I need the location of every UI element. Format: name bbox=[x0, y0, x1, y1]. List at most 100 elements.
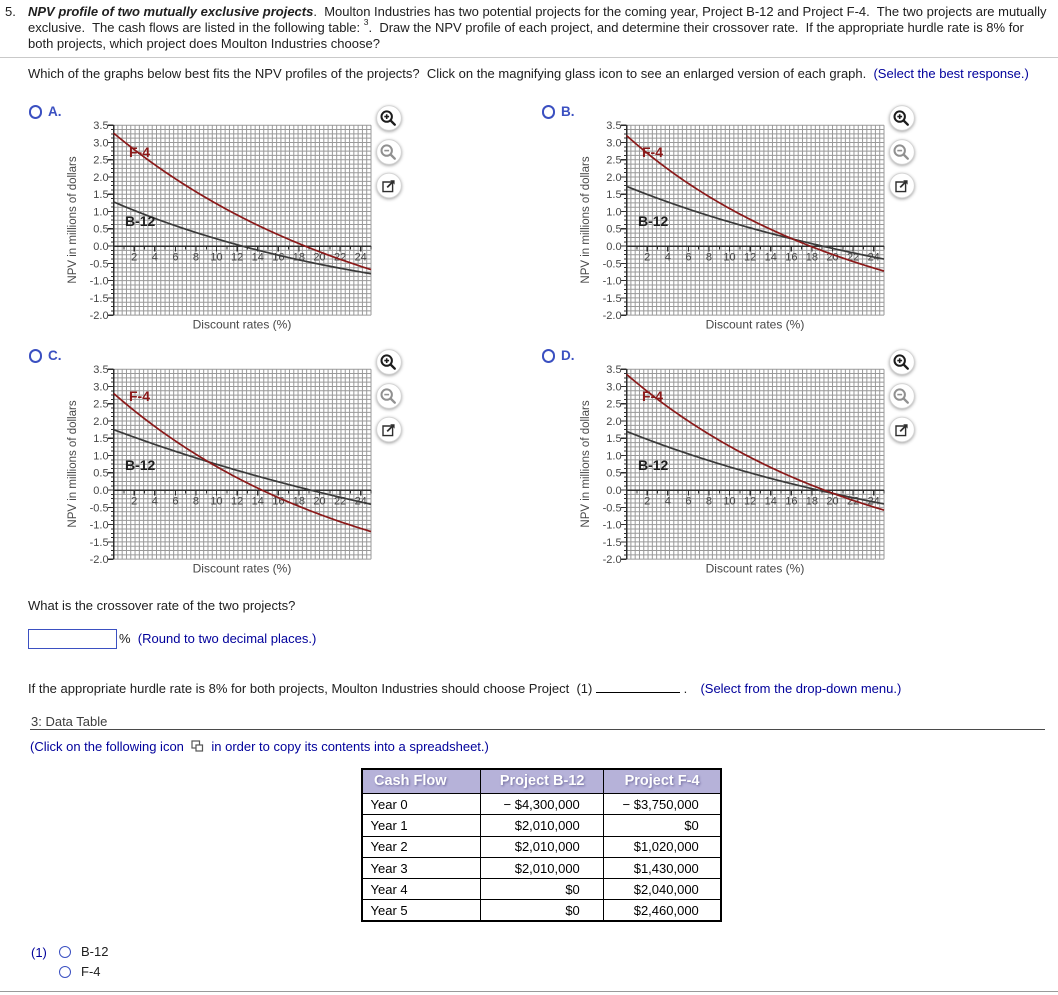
svg-text:-0.5: -0.5 bbox=[603, 258, 622, 270]
svg-text:F-4: F-4 bbox=[642, 388, 663, 404]
svg-text:1.5: 1.5 bbox=[606, 433, 621, 445]
svg-text:3.5: 3.5 bbox=[606, 120, 621, 132]
svg-text:12: 12 bbox=[744, 495, 756, 507]
svg-text:2: 2 bbox=[644, 251, 650, 263]
svg-text:1.0: 1.0 bbox=[93, 450, 108, 462]
svg-text:2.0: 2.0 bbox=[93, 172, 108, 184]
svg-text:Discount rates (%): Discount rates (%) bbox=[193, 562, 292, 576]
svg-text:Discount rates (%): Discount rates (%) bbox=[706, 562, 805, 576]
svg-text:10: 10 bbox=[723, 495, 735, 507]
svg-text:1.5: 1.5 bbox=[93, 189, 108, 201]
svg-text:-0.5: -0.5 bbox=[90, 502, 109, 514]
svg-text:Discount rates (%): Discount rates (%) bbox=[193, 318, 292, 332]
svg-text:-1.0: -1.0 bbox=[90, 520, 109, 532]
svg-text:10: 10 bbox=[210, 495, 222, 507]
svg-text:22: 22 bbox=[334, 251, 346, 263]
svg-text:18: 18 bbox=[806, 251, 818, 263]
svg-text:1.0: 1.0 bbox=[606, 450, 621, 462]
svg-text:2: 2 bbox=[131, 495, 137, 507]
svg-text:14: 14 bbox=[252, 495, 264, 507]
svg-text:Discount rates (%): Discount rates (%) bbox=[706, 318, 805, 332]
svg-text:B-12: B-12 bbox=[638, 213, 669, 229]
svg-text:14: 14 bbox=[252, 251, 264, 263]
svg-text:0.5: 0.5 bbox=[93, 468, 108, 480]
svg-text:14: 14 bbox=[765, 251, 777, 263]
svg-text:1.0: 1.0 bbox=[606, 206, 621, 218]
svg-text:6: 6 bbox=[172, 251, 178, 263]
svg-text:-2.0: -2.0 bbox=[90, 310, 109, 322]
svg-text:2: 2 bbox=[131, 251, 137, 263]
svg-text:20: 20 bbox=[826, 495, 838, 507]
svg-text:10: 10 bbox=[210, 251, 222, 263]
svg-text:10: 10 bbox=[723, 251, 735, 263]
svg-text:0.0: 0.0 bbox=[93, 241, 108, 253]
svg-text:F-4: F-4 bbox=[642, 144, 663, 160]
svg-text:-1.0: -1.0 bbox=[603, 520, 622, 532]
svg-text:3.0: 3.0 bbox=[606, 381, 621, 393]
svg-text:4: 4 bbox=[152, 495, 158, 507]
svg-text:8: 8 bbox=[706, 495, 712, 507]
svg-text:22: 22 bbox=[847, 251, 859, 263]
svg-text:0.5: 0.5 bbox=[93, 224, 108, 236]
svg-text:16: 16 bbox=[785, 495, 797, 507]
svg-text:20: 20 bbox=[313, 251, 325, 263]
svg-text:3.5: 3.5 bbox=[93, 120, 108, 132]
svg-text:B-12: B-12 bbox=[125, 213, 156, 229]
svg-text:1.5: 1.5 bbox=[93, 433, 108, 445]
svg-text:-1.5: -1.5 bbox=[90, 537, 109, 549]
svg-text:4: 4 bbox=[152, 251, 158, 263]
svg-text:3.5: 3.5 bbox=[606, 364, 621, 376]
svg-text:0.0: 0.0 bbox=[93, 485, 108, 497]
svg-text:NPV in millions of dollars: NPV in millions of dollars bbox=[67, 156, 79, 283]
svg-text:-0.5: -0.5 bbox=[603, 502, 622, 514]
svg-text:-1.5: -1.5 bbox=[90, 293, 109, 305]
svg-text:8: 8 bbox=[193, 251, 199, 263]
svg-text:12: 12 bbox=[744, 251, 756, 263]
svg-text:0.0: 0.0 bbox=[606, 485, 621, 497]
svg-text:F-4: F-4 bbox=[129, 144, 150, 160]
svg-text:-1.5: -1.5 bbox=[603, 293, 622, 305]
svg-text:16: 16 bbox=[785, 251, 797, 263]
svg-text:3.5: 3.5 bbox=[93, 364, 108, 376]
svg-text:6: 6 bbox=[172, 495, 178, 507]
svg-text:24: 24 bbox=[355, 251, 367, 263]
svg-text:20: 20 bbox=[826, 251, 838, 263]
svg-text:NPV in millions of dollars: NPV in millions of dollars bbox=[580, 400, 592, 527]
svg-text:-2.0: -2.0 bbox=[603, 554, 622, 566]
svg-text:-2.0: -2.0 bbox=[603, 310, 622, 322]
svg-text:14: 14 bbox=[765, 495, 777, 507]
svg-text:-2.0: -2.0 bbox=[90, 554, 109, 566]
svg-text:2.0: 2.0 bbox=[606, 172, 621, 184]
svg-text:-1.0: -1.0 bbox=[90, 276, 109, 288]
svg-text:-1.5: -1.5 bbox=[603, 537, 622, 549]
svg-text:16: 16 bbox=[272, 251, 284, 263]
svg-text:2.0: 2.0 bbox=[606, 416, 621, 428]
svg-text:2.5: 2.5 bbox=[606, 399, 621, 411]
svg-text:2.5: 2.5 bbox=[93, 155, 108, 167]
svg-text:12: 12 bbox=[231, 251, 243, 263]
svg-text:NPV in millions of dollars: NPV in millions of dollars bbox=[67, 400, 79, 527]
svg-text:NPV in millions of dollars: NPV in millions of dollars bbox=[580, 156, 592, 283]
svg-text:0.5: 0.5 bbox=[606, 468, 621, 480]
svg-text:-1.0: -1.0 bbox=[603, 276, 622, 288]
svg-text:3.0: 3.0 bbox=[606, 137, 621, 149]
svg-text:-0.5: -0.5 bbox=[90, 258, 109, 270]
svg-text:0.0: 0.0 bbox=[606, 241, 621, 253]
svg-text:18: 18 bbox=[293, 251, 305, 263]
svg-text:8: 8 bbox=[193, 495, 199, 507]
svg-text:0.5: 0.5 bbox=[606, 224, 621, 236]
svg-text:3.0: 3.0 bbox=[93, 137, 108, 149]
svg-text:6: 6 bbox=[685, 251, 691, 263]
svg-text:12: 12 bbox=[231, 495, 243, 507]
svg-text:6: 6 bbox=[685, 495, 691, 507]
svg-text:8: 8 bbox=[706, 251, 712, 263]
svg-text:2.0: 2.0 bbox=[93, 416, 108, 428]
svg-text:4: 4 bbox=[665, 495, 671, 507]
svg-text:F-4: F-4 bbox=[129, 388, 150, 404]
svg-text:1.0: 1.0 bbox=[93, 206, 108, 218]
svg-text:B-12: B-12 bbox=[125, 457, 156, 473]
svg-text:2.5: 2.5 bbox=[93, 399, 108, 411]
svg-text:2: 2 bbox=[644, 495, 650, 507]
svg-text:20: 20 bbox=[313, 495, 325, 507]
svg-text:4: 4 bbox=[665, 251, 671, 263]
